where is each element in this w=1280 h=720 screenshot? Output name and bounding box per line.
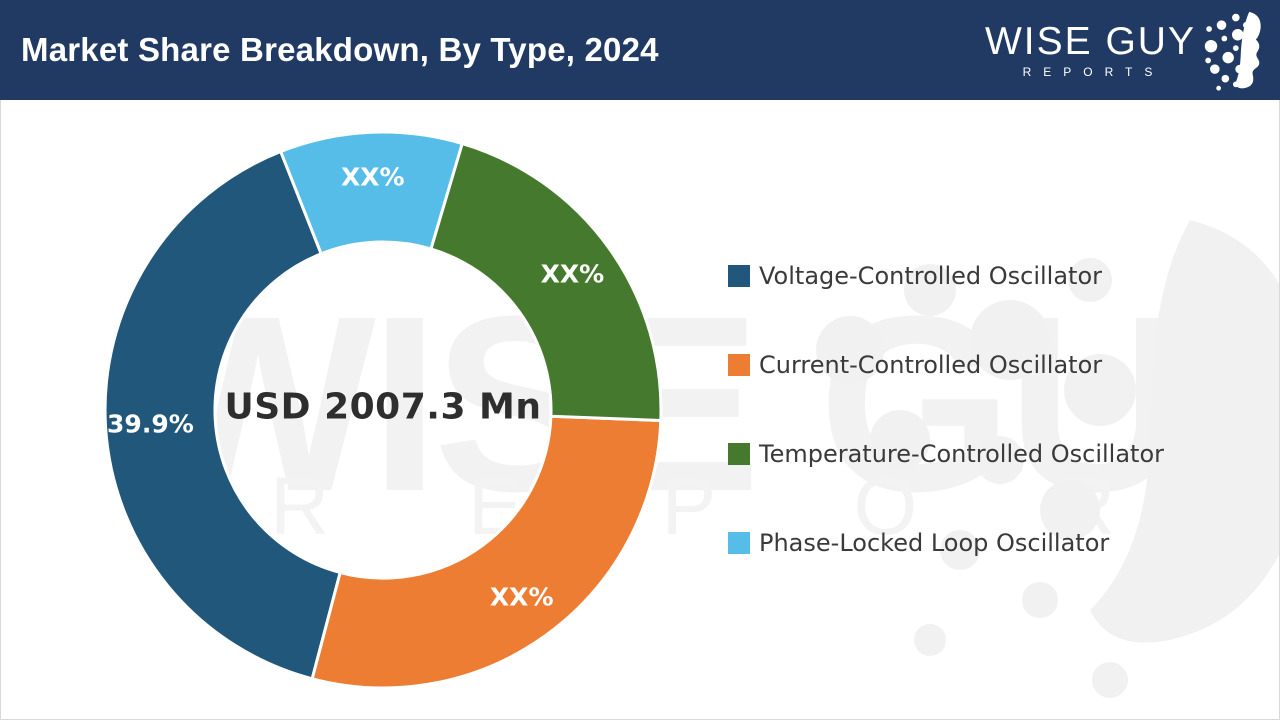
chart-center-value: USD 2007.3 Mn bbox=[224, 386, 542, 428]
legend-label-current: Current-Controlled Oscillator bbox=[759, 351, 1103, 379]
legend-label-temperature: Temperature-Controlled Oscillator bbox=[759, 440, 1164, 468]
background-watermark: WISE GUY R E P O R T S bbox=[0, 100, 1280, 720]
page-title: Market Share Breakdown, By Type, 2024 bbox=[21, 31, 659, 68]
brand-logo: WISE GUY REPORTS bbox=[985, 6, 1264, 94]
chart-legend: Voltage-Controlled Oscillator Current-Co… bbox=[728, 262, 1164, 619]
legend-swatch-phase bbox=[728, 532, 750, 554]
legend-label-voltage: Voltage-Controlled Oscillator bbox=[759, 262, 1102, 290]
legend-item-temperature: Temperature-Controlled Oscillator bbox=[728, 440, 1164, 468]
legend-swatch-temperature bbox=[728, 443, 750, 465]
donut-chart: 39.9% XX% XX% XX% bbox=[103, 130, 663, 690]
legend-item-phase: Phase-Locked Loop Oscillator bbox=[728, 529, 1164, 557]
donut-slice bbox=[103, 150, 342, 681]
watermark-dotted-head bbox=[816, 220, 1280, 698]
slice-value-label: XX% bbox=[490, 583, 554, 612]
watermark-reports: R E P O R T S bbox=[270, 461, 1280, 552]
donut-slice bbox=[310, 414, 663, 690]
dotted-head-icon bbox=[1204, 11, 1261, 91]
slice-value-label: XX% bbox=[541, 260, 605, 289]
legend-swatch-current bbox=[728, 354, 750, 376]
legend-label-phase: Phase-Locked Loop Oscillator bbox=[759, 529, 1110, 557]
donut-slice bbox=[279, 130, 464, 256]
logo-subtext: REPORTS bbox=[1022, 64, 1165, 79]
slice-value-label: XX% bbox=[341, 163, 405, 192]
header-band: Market Share Breakdown, By Type, 2024 WI… bbox=[0, 0, 1280, 100]
donut-slice bbox=[429, 142, 663, 422]
legend-item-current: Current-Controlled Oscillator bbox=[728, 351, 1164, 379]
logo-wordmark: WISE GUY bbox=[984, 19, 1196, 63]
legend-swatch-voltage bbox=[728, 265, 750, 287]
slice-value-label: 39.9% bbox=[107, 409, 194, 438]
legend-item-voltage: Voltage-Controlled Oscillator bbox=[728, 262, 1164, 290]
